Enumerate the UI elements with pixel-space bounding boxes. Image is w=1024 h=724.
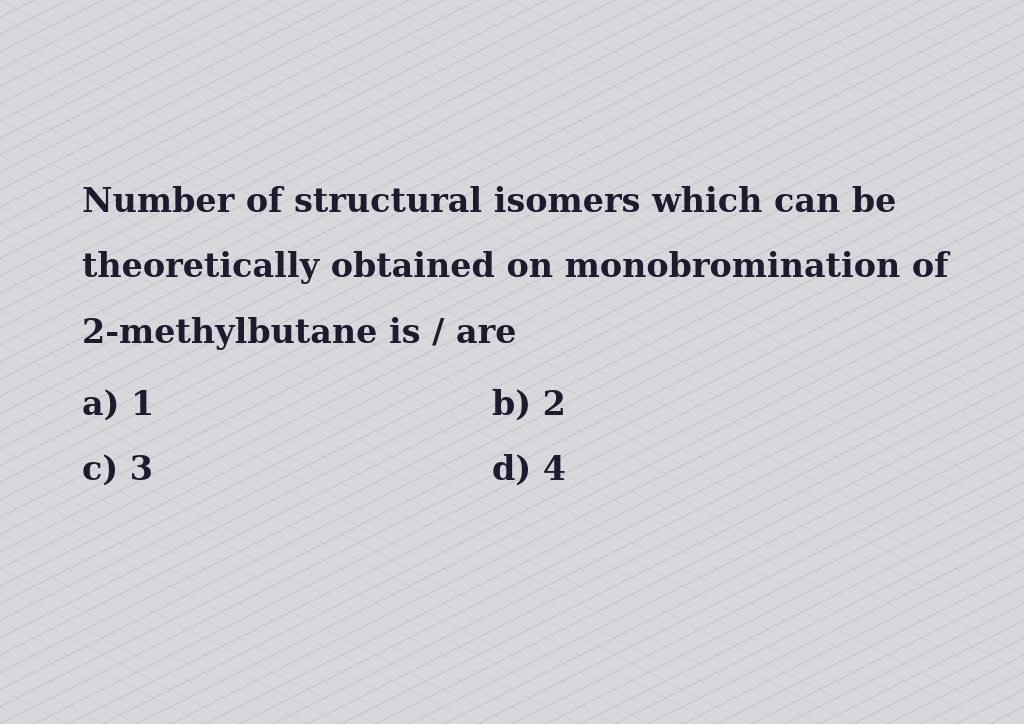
Text: b) 2: b) 2 <box>492 389 565 422</box>
Text: theoretically obtained on monobromination of: theoretically obtained on monobrominatio… <box>82 251 948 285</box>
Text: Number of structural isomers which can be: Number of structural isomers which can b… <box>82 186 896 219</box>
Text: 2-methylbutane is / are: 2-methylbutane is / are <box>82 316 516 350</box>
Text: d) 4: d) 4 <box>492 454 565 487</box>
Text: a) 1: a) 1 <box>82 389 155 422</box>
Text: c) 3: c) 3 <box>82 454 153 487</box>
